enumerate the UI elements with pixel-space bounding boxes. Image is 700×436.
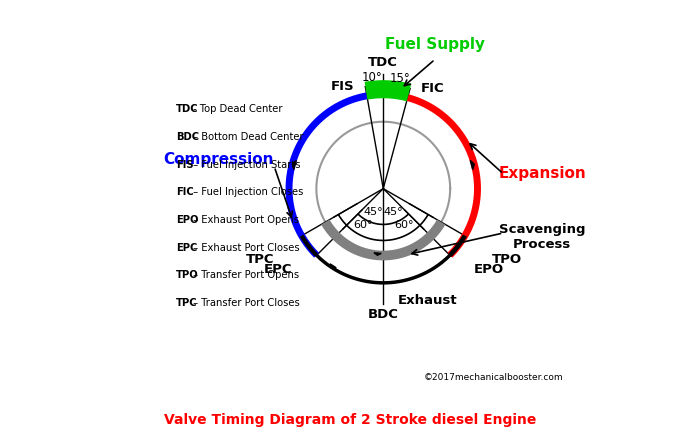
Text: FIS: FIS — [176, 160, 194, 170]
Text: - Top Dead Center: - Top Dead Center — [190, 104, 283, 114]
Text: – Exhaust Port Opens: – Exhaust Port Opens — [190, 215, 300, 225]
Text: TDC: TDC — [368, 56, 398, 69]
Polygon shape — [470, 160, 475, 170]
Text: 45°: 45° — [363, 208, 383, 218]
Text: TPO: TPO — [492, 253, 522, 266]
Text: 60°: 60° — [353, 220, 372, 229]
Text: – Bottom Dead Center: – Bottom Dead Center — [190, 132, 304, 142]
Text: FIC: FIC — [421, 82, 444, 95]
Text: FIS: FIS — [331, 80, 354, 93]
Text: TDC: TDC — [176, 104, 199, 114]
Text: Fuel Supply: Fuel Supply — [385, 37, 485, 52]
Text: 45°: 45° — [384, 208, 403, 218]
Text: 60°: 60° — [394, 220, 414, 229]
Text: – Transfer Port Opens: – Transfer Port Opens — [190, 270, 300, 280]
Text: ©2017mechanicalbooster.com: ©2017mechanicalbooster.com — [424, 373, 564, 382]
Text: – Exhaust Port Closes: – Exhaust Port Closes — [190, 243, 300, 253]
Polygon shape — [292, 160, 296, 170]
Text: Compression: Compression — [164, 152, 274, 167]
Text: 10°: 10° — [361, 72, 382, 84]
Text: – Transfer Port Closes: – Transfer Port Closes — [190, 298, 300, 308]
Text: Expansion: Expansion — [498, 167, 586, 181]
Text: TPO: TPO — [176, 270, 199, 280]
Text: BDC: BDC — [368, 308, 399, 321]
Text: EPC: EPC — [176, 243, 197, 253]
Text: Valve Timing Diagram of 2 Stroke diesel Engine: Valve Timing Diagram of 2 Stroke diesel … — [164, 413, 536, 427]
Text: Scavenging
Process: Scavenging Process — [499, 223, 585, 251]
Text: FIC: FIC — [176, 187, 194, 198]
Text: – Fuel Injection Starts: – Fuel Injection Starts — [190, 160, 301, 170]
Text: TPC: TPC — [176, 298, 198, 308]
Text: TPC: TPC — [246, 253, 274, 266]
Text: 15°: 15° — [389, 72, 410, 85]
Text: EPO: EPO — [474, 263, 504, 276]
Text: EPC: EPC — [264, 263, 293, 276]
Polygon shape — [330, 264, 336, 268]
Text: – Fuel Injection Closes: – Fuel Injection Closes — [190, 187, 304, 198]
Text: Exhaust: Exhaust — [398, 294, 458, 307]
Text: BDC: BDC — [176, 132, 200, 142]
Text: EPO: EPO — [176, 215, 199, 225]
Polygon shape — [374, 253, 382, 255]
